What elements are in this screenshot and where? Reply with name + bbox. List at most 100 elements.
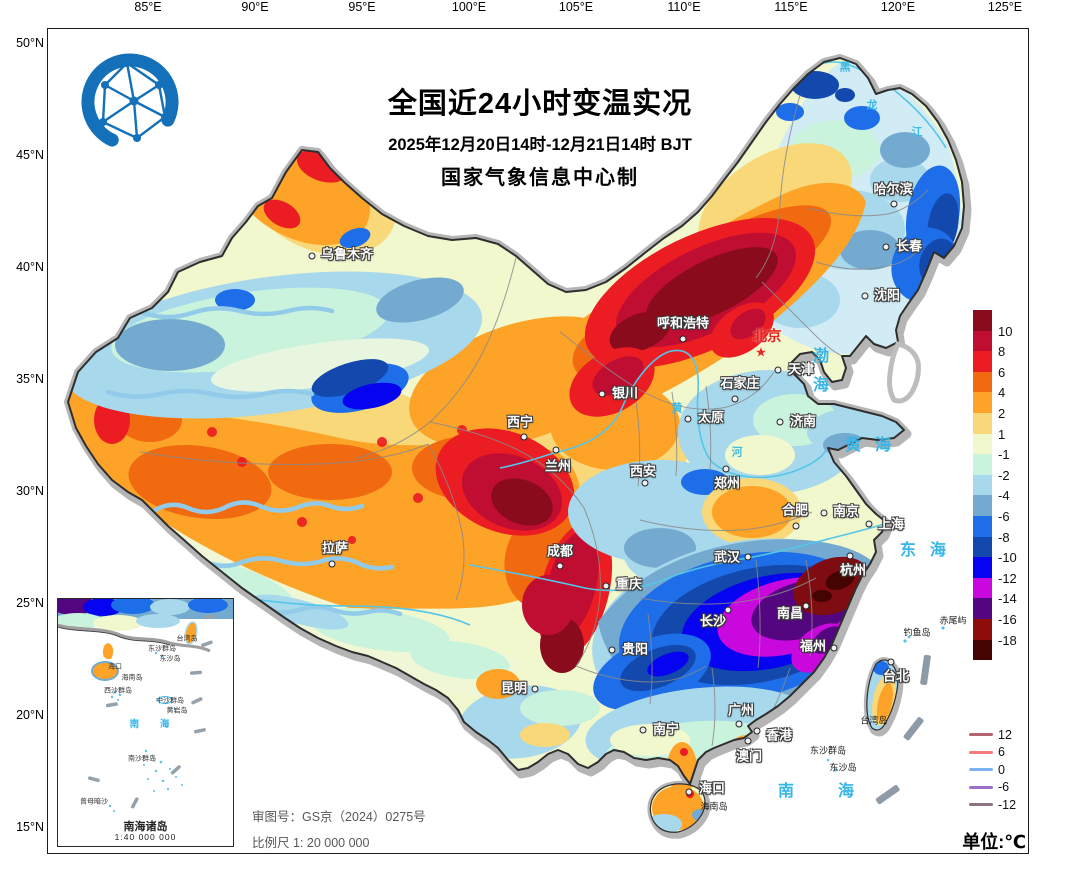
city-label: 澳门 — [735, 748, 763, 764]
city-label: 台北 — [882, 668, 910, 684]
city-label: 香港 — [766, 727, 793, 743]
south-china-sea-inset: 台湾岛 东沙群岛 东沙岛 海口 海南岛 西沙群岛 中沙群岛 黄岩岛 南沙群岛 曾母暗沙 南 海 南海… — [57, 598, 234, 847]
inset-boundary-dashes — [88, 614, 216, 809]
inset-place-label: 曾母暗沙 — [80, 798, 108, 806]
capital-star-marker: ★ — [755, 344, 767, 360]
river-label: 黄 — [671, 402, 683, 415]
map-scale-text: 比例尺 1: 20 000 000 — [252, 836, 370, 850]
city-marker — [608, 646, 616, 654]
unit-label: 单位:℃ — [962, 832, 1026, 852]
island-label: 台湾岛 — [860, 715, 888, 726]
city-label: 贵阳 — [622, 641, 649, 657]
city-marker — [890, 200, 898, 208]
contour-line-value: -12 — [998, 797, 1017, 812]
legend-tick-label: -12 — [998, 570, 1017, 586]
legend-tick-label: -6 — [998, 509, 1010, 524]
legend-tick-label: -10 — [998, 550, 1017, 566]
inset-place-label: 西沙群岛 — [104, 687, 132, 695]
offshore-island-dots — [826, 626, 945, 772]
city-marker — [865, 520, 873, 528]
contour-legend-item: 12 — [969, 726, 1016, 744]
city-marker — [753, 727, 761, 735]
city-label: 武汉 — [713, 549, 740, 565]
legend-tick-label: -8 — [998, 529, 1010, 545]
legend-tick-label: -16 — [998, 612, 1017, 627]
city-label: 福州 — [799, 638, 826, 654]
sea-label: 东海 — [899, 542, 961, 559]
city-label: 乌鲁木齐 — [321, 246, 374, 262]
legend-tick-label: 4 — [998, 385, 1006, 401]
sea-label: 南海 — [777, 783, 899, 800]
legend-color-box — [973, 639, 992, 661]
inset-place-label: 黄岩岛 — [166, 707, 188, 715]
temperature-field-layer — [68, 58, 964, 833]
legend-color-box — [973, 495, 992, 516]
legend-color-box — [973, 618, 992, 640]
legend-color-box — [973, 454, 992, 475]
contour-legend-item: 0 — [969, 761, 1016, 779]
lon-tick: 100°E — [451, 0, 487, 14]
city-marker — [679, 335, 687, 343]
city-label: 长春 — [896, 238, 923, 254]
legend-tick-label: 8 — [998, 344, 1006, 360]
city-marker — [820, 509, 828, 517]
contour-line-value: 0 — [998, 762, 1005, 777]
lon-tick: 115°E — [774, 0, 808, 14]
river-label: 黑 — [839, 61, 851, 74]
legend-tick-label: -18 — [998, 632, 1017, 648]
legend-color-box — [973, 310, 992, 331]
city-marker — [724, 606, 732, 614]
inset-sea-label: 南 海 — [129, 719, 179, 730]
city-marker — [882, 243, 890, 251]
contour-line-value: 6 — [998, 745, 1005, 760]
inset-island-dots — [108, 651, 183, 812]
city-label: 西安 — [629, 463, 657, 479]
city-marker — [830, 644, 838, 652]
lat-tick: 45°N — [16, 148, 44, 162]
inset-mini-map — [58, 599, 233, 812]
contour-legend-item: -12 — [969, 796, 1016, 814]
map-review-number: 审图号：GS京（2024）0275号 — [252, 810, 426, 824]
legend-tick-label: -14 — [998, 591, 1017, 607]
inset-place-label: 海南岛 — [121, 674, 143, 682]
legend-color-box — [973, 577, 992, 599]
legend-color-box — [973, 433, 992, 455]
city-label: 银川 — [612, 385, 639, 401]
contour-legend-item: 6 — [969, 744, 1016, 762]
city-label: 成都 — [546, 543, 574, 559]
city-marker — [731, 395, 739, 403]
inset-place-label: 东沙岛 — [159, 655, 181, 663]
legend-tick-label: 2 — [998, 406, 1006, 421]
island-label: 海南岛 — [700, 801, 728, 812]
city-marker — [722, 465, 730, 473]
city-marker — [684, 415, 692, 423]
city-marker — [802, 602, 810, 610]
inset-place-label: 东沙群岛 — [148, 645, 176, 653]
city-label: 南昌 — [776, 605, 804, 621]
city-marker — [735, 720, 743, 728]
city-label: 兰州 — [544, 458, 572, 474]
city-label: 长沙 — [699, 613, 727, 629]
legend-tick-label: -4 — [998, 488, 1010, 504]
legend-tick-label: -2 — [998, 467, 1010, 483]
city-marker — [520, 433, 528, 441]
inset-place-label: 南沙群岛 — [128, 755, 156, 763]
contour-line-swatch — [969, 803, 993, 807]
boundary-dashes — [875, 654, 931, 805]
city-marker — [308, 252, 316, 260]
island-label: 东沙群岛 — [809, 745, 847, 756]
contour-line-swatch — [969, 785, 993, 789]
lat-tick: 25°N — [16, 596, 44, 610]
inset-scale: 1:40 000 000 — [114, 832, 177, 842]
lon-tick: 120°E — [880, 0, 916, 14]
city-marker — [887, 658, 895, 666]
map-period: 2025年12月20日14时-12月21日14时 BJT — [388, 136, 692, 154]
contour-line-value: -6 — [998, 780, 1010, 795]
city-label: 哈尔滨 — [873, 181, 913, 197]
city-marker — [861, 292, 869, 300]
island-label: 赤尾屿 — [939, 615, 967, 626]
city-label: 郑州 — [713, 475, 741, 491]
map-credit: 国家气象信息中心制 — [441, 167, 639, 189]
contour-line-value: 12 — [998, 727, 1012, 742]
